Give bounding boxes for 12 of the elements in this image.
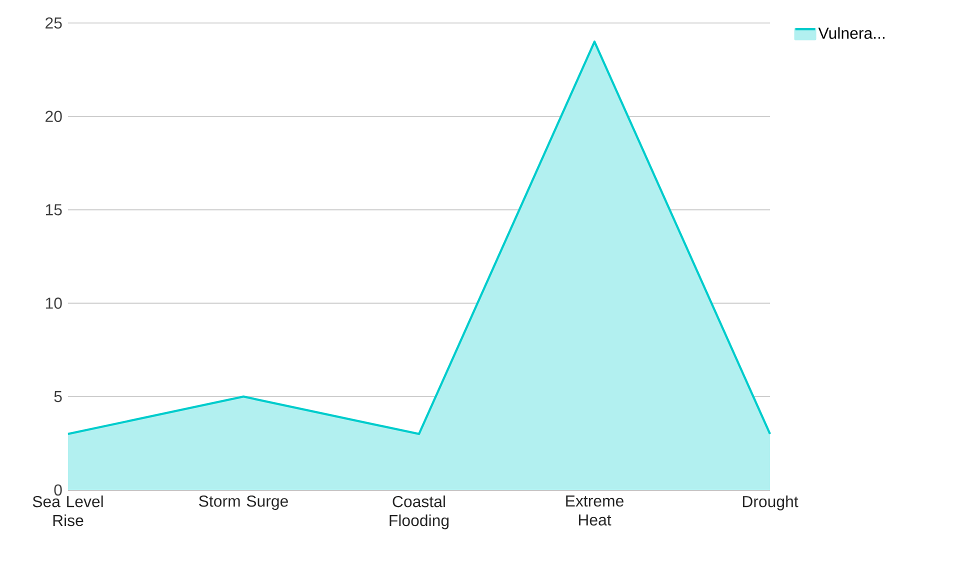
y-tick-label: 20: [46, 110, 62, 122]
y-tick-label: 25: [46, 17, 62, 29]
y-tick-label: 10: [46, 298, 62, 309]
y-tick-label: 5: [54, 391, 62, 402]
y-tick-label: 15: [46, 204, 62, 216]
legend-label: Vulnera...: [818, 27, 884, 39]
x-tick-label: Extreme Heat: [566, 496, 624, 526]
y-tick-label: 0: [54, 484, 62, 496]
x-tick-label: Sea Level Rise: [32, 496, 103, 526]
x-tick-label: Drought: [742, 496, 798, 510]
x-tick-label: Storm Surge: [199, 496, 288, 510]
x-tick-label: Coastal Flooding: [390, 496, 449, 530]
